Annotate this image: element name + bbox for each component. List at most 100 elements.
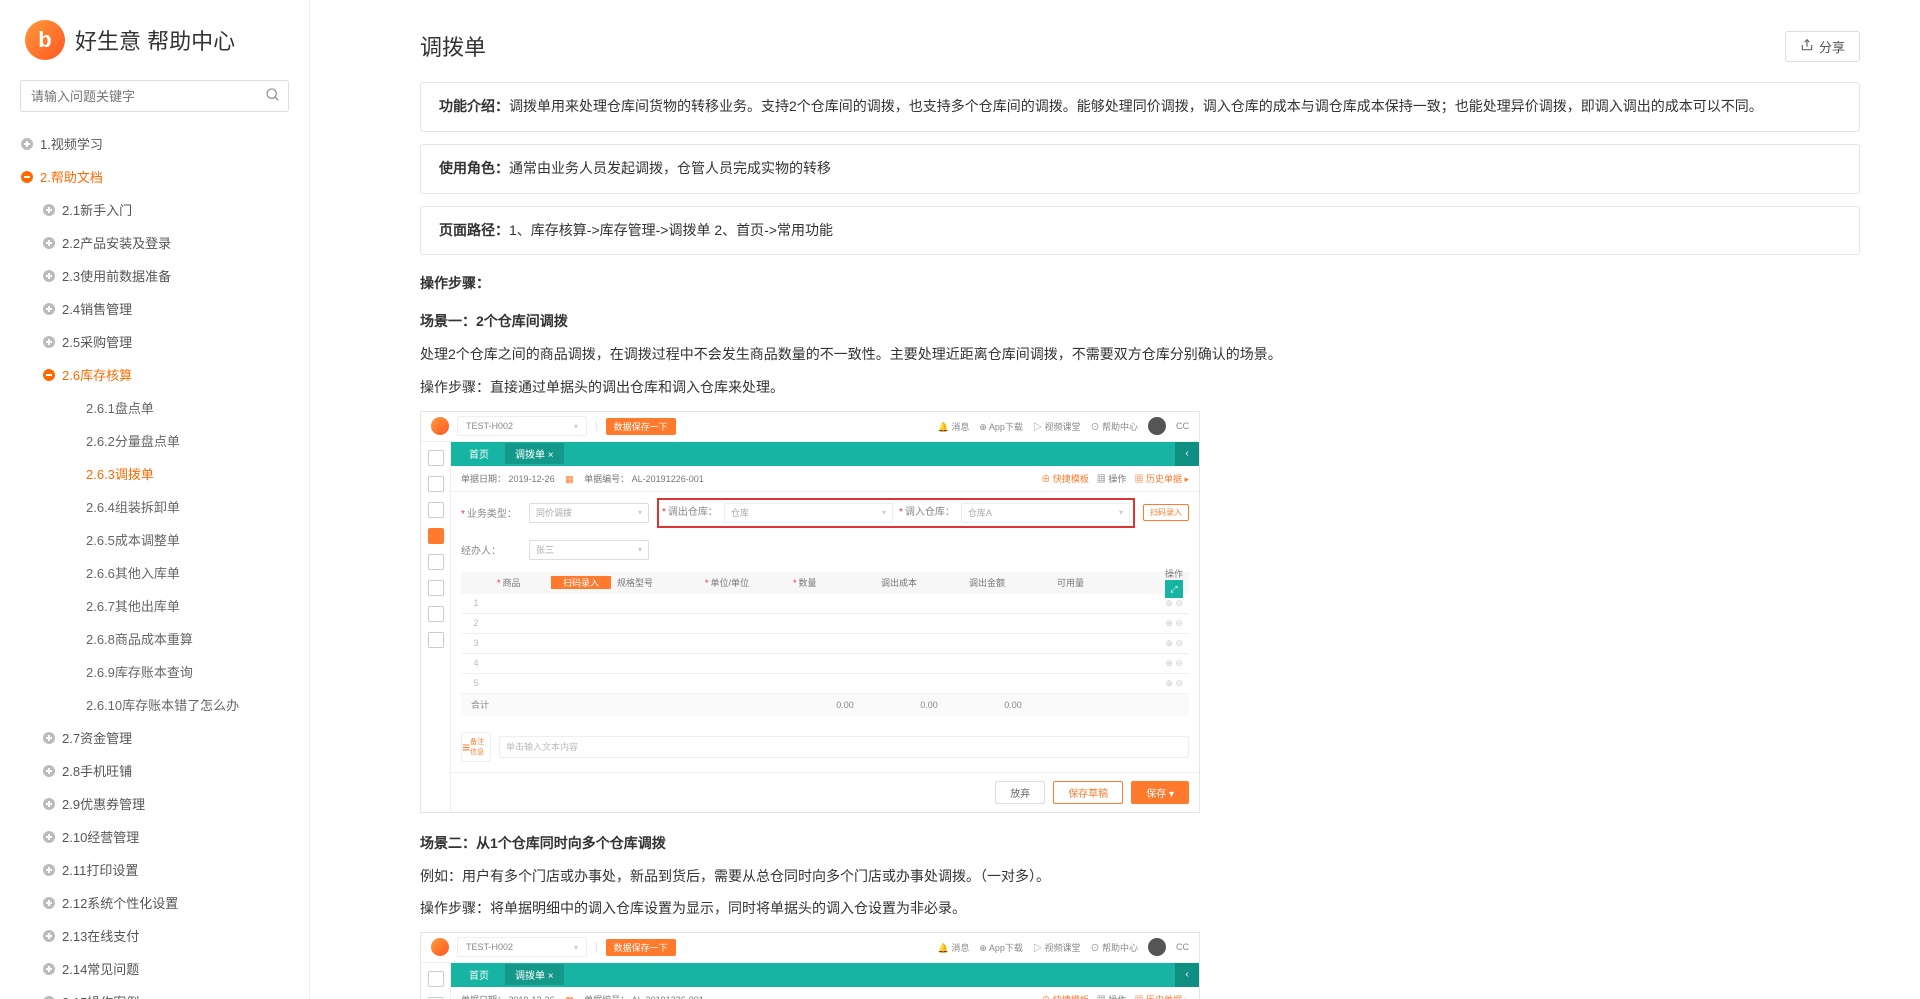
nav-2-6-5[interactable]: 2.6.5成本调整单	[86, 523, 309, 556]
calendar-icon: ▦	[565, 474, 574, 484]
mock-ops: ▦ 操作	[1097, 472, 1127, 485]
nav-2-6-6[interactable]: 2.6.6其他入库单	[86, 556, 309, 589]
nav-2-6-3[interactable]: 2.6.3调拨单	[86, 457, 309, 490]
nav-label: 2.10经营管理	[62, 827, 139, 846]
nav-label: 2.15操作案例	[62, 992, 139, 999]
nav-label: 1.视频学习	[40, 134, 103, 153]
mock-outwh-field: 仓库▾	[724, 503, 893, 523]
mock-row: 4⊕ ⊖	[461, 654, 1189, 674]
mock-th-cost: 调出成本	[875, 576, 963, 589]
mock-handler-label: 经办人：	[461, 546, 501, 557]
mock-th-amt: 调出金额	[963, 576, 1051, 589]
path-label: 页面路径：	[439, 222, 509, 238]
mock-row: 3⊕ ⊖	[461, 634, 1189, 654]
mock-date: 2019-12-26	[509, 995, 555, 999]
mock-msg-link: 🔔 消息	[938, 420, 970, 433]
nav-2-6-2[interactable]: 2.6.2分量盘点单	[86, 424, 309, 457]
nav-2-15[interactable]: 2.15操作案例	[42, 985, 309, 999]
mock-th-stock: 可用量	[1051, 576, 1139, 589]
mock-nav-icon	[428, 450, 444, 466]
minus-icon	[42, 368, 56, 382]
mock-fast-tpl: ⊕ 快捷模板	[1041, 993, 1089, 999]
mock-app-link: ⊕ App下载	[979, 941, 1023, 954]
mock-tenant-select: TEST-H002▾	[457, 416, 587, 436]
nav-2-6-1[interactable]: 2.6.1盘点单	[86, 391, 309, 424]
mock-no-label: 单据编号：	[584, 474, 629, 484]
plus-icon	[42, 830, 56, 844]
mock-ops: ▦ 操作	[1097, 993, 1127, 999]
mock-biztype-field: 同价调拨▾	[529, 503, 649, 523]
search-icon[interactable]	[265, 87, 281, 106]
mock-tenant-select: TEST-H002▾	[457, 937, 587, 957]
nav-label: 2.13在线支付	[62, 926, 139, 945]
nav-label: 2.8手机旺铺	[62, 761, 132, 780]
brand-title: 好生意 帮助中心	[75, 24, 235, 56]
nav-2-6[interactable]: 2.6库存核算	[42, 358, 309, 391]
mock-help-link: ⊙ 帮助中心	[1090, 941, 1138, 954]
plus-icon	[42, 203, 56, 217]
mock-nav-icon	[428, 502, 444, 518]
nav-2-6-4[interactable]: 2.6.4组装拆卸单	[86, 490, 309, 523]
nav-2-14[interactable]: 2.14常见问题	[42, 952, 309, 985]
nav-2-13[interactable]: 2.13在线支付	[42, 919, 309, 952]
nav-2-4[interactable]: 2.4销售管理	[42, 292, 309, 325]
share-button[interactable]: 分享	[1785, 31, 1860, 62]
share-icon	[1800, 38, 1814, 55]
mock-table: *商品 扫码录入 规格型号 *单位/单位 *数量 调出成本 调出金额 可用量 操…	[461, 572, 1189, 716]
nav-2-8[interactable]: 2.8手机旺铺	[42, 754, 309, 787]
mock-no: AL-20191226-001	[632, 474, 704, 484]
mock-user: CC	[1176, 942, 1189, 952]
nav-label: 2.6.7其他出库单	[86, 596, 180, 615]
mock-save-btn: 保存 ▾	[1131, 781, 1189, 804]
mock-row: 2⊕ ⊖	[461, 614, 1189, 634]
nav-2-6-7[interactable]: 2.6.7其他出库单	[86, 589, 309, 622]
mock-video-link: ▷ 视频课堂	[1033, 420, 1081, 433]
nav-2-5[interactable]: 2.5采购管理	[42, 325, 309, 358]
mock-sum-row: 合计 0.00 0.00 0.00	[461, 694, 1189, 716]
nav-2-1[interactable]: 2.1新手入门	[42, 193, 309, 226]
nav-label: 2.9优惠券管理	[62, 794, 145, 813]
mock-tab-current: 调拨单 ×	[505, 443, 564, 464]
nav-2-6-8[interactable]: 2.6.8商品成本重算	[86, 622, 309, 655]
nav-video-learning[interactable]: 1.视频学习	[20, 127, 309, 160]
mock-highlight-box: *调出仓库： 仓库▾ *调入仓库： 仓库A▾	[657, 498, 1135, 528]
path-text: 1、库存核算->库存管理->调拨单 2、首页->常用功能	[509, 222, 833, 238]
mock-no: AL-20191226-001	[632, 995, 704, 999]
plus-icon	[42, 896, 56, 910]
nav-help-docs[interactable]: 2.帮助文档	[20, 160, 309, 193]
mock-th-spec: 规格型号	[611, 576, 699, 589]
nav-label: 2.6库存核算	[62, 365, 132, 384]
mock-th-act: 操作⤢	[1139, 567, 1189, 598]
nav-2-7[interactable]: 2.7资金管理	[42, 721, 309, 754]
nav-label: 2.11打印设置	[62, 860, 138, 879]
mock-th-qty: *数量	[787, 576, 875, 589]
mock-test-btn: 数据保存一下	[606, 939, 676, 956]
nav-2-10[interactable]: 2.10经营管理	[42, 820, 309, 853]
nav-2-6-10[interactable]: 2.6.10库存账本错了怎么办	[86, 688, 309, 721]
mock-th-prod: *商品	[491, 576, 551, 589]
nav-2-6-9[interactable]: 2.6.9库存账本查询	[86, 655, 309, 688]
mock-row: 1⊕ ⊖	[461, 594, 1189, 614]
plus-icon	[42, 797, 56, 811]
mock-nav-icon	[428, 971, 444, 987]
minus-icon	[20, 170, 34, 184]
nav-2-11[interactable]: 2.11打印设置	[42, 853, 309, 886]
nav-label: 2.7资金管理	[62, 728, 132, 747]
nav-2-3[interactable]: 2.3使用前数据准备	[42, 259, 309, 292]
nav-label: 2.6.3调拨单	[86, 464, 154, 483]
nav-2-12[interactable]: 2.12系统个性化设置	[42, 886, 309, 919]
plus-icon	[42, 962, 56, 976]
scene1-p2: 操作步骤：直接通过单据头的调出仓库和调入仓库来处理。	[420, 374, 1860, 401]
share-label: 分享	[1819, 37, 1845, 56]
search-box	[20, 80, 289, 112]
search-input[interactable]	[20, 80, 289, 112]
avatar-icon	[1148, 417, 1166, 435]
plus-icon	[42, 335, 56, 349]
intro-text: 调拨单用来处理仓库间货物的转移业务。支持2个仓库间的调拨，也支持多个仓库间的调拨…	[509, 98, 1763, 114]
intro-label: 功能介绍：	[439, 98, 509, 114]
nav-2-9[interactable]: 2.9优惠券管理	[42, 787, 309, 820]
mock-nav-icon	[428, 554, 444, 570]
mock-tab-home: 首页	[459, 964, 499, 985]
nav-2-2[interactable]: 2.2产品安装及登录	[42, 226, 309, 259]
scene2-p1: 例如：用户有多个门店或办事处，新品到货后，需要从总仓同时向多个门店或办事处调拨。…	[420, 863, 1860, 890]
